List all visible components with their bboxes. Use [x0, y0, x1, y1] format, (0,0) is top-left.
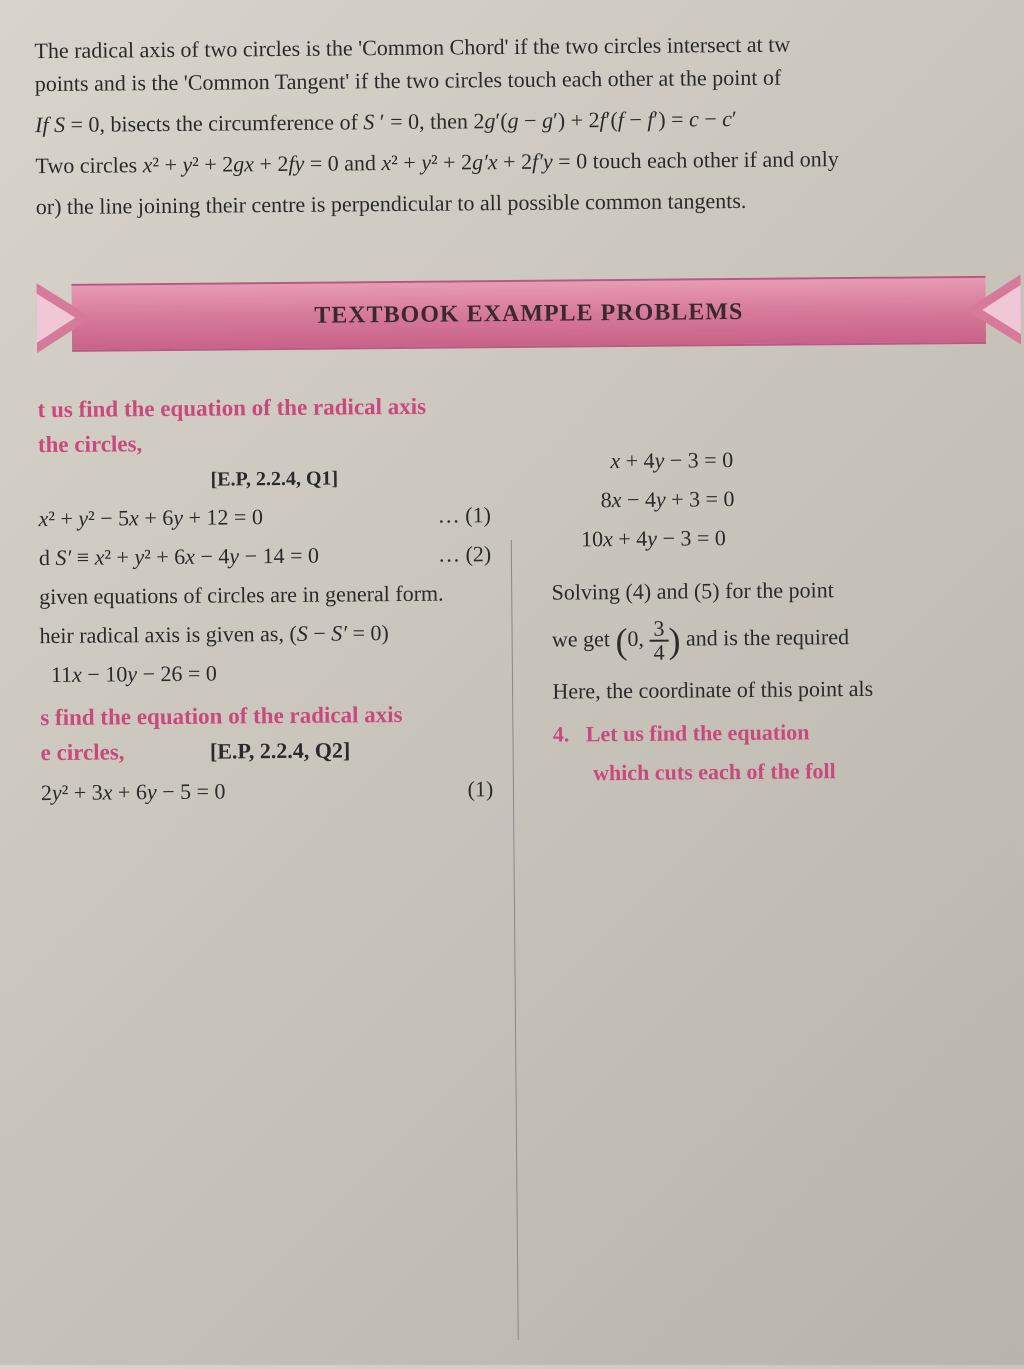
triangle-left-icon [36, 283, 92, 353]
q4-text-a: Let us find the equation [586, 719, 810, 746]
q4-number: 4. [553, 722, 570, 747]
problem-2-subheading: e circles, [40, 739, 124, 765]
triangle-right-icon [965, 275, 1021, 345]
problem-2-heading: s find the equation of the radical axis [40, 697, 513, 736]
here-coordinate: Here, the coordinate of this point als [552, 671, 1024, 708]
eq-1-number: … (1) [438, 498, 491, 531]
section-header-bar: TEXTBOOK EXAMPLE PROBLEMS [36, 275, 1021, 354]
question-4: 4. Let us find the equation [553, 714, 1024, 751]
para-radical-axis: heir radical axis is given as, (S − S′ =… [39, 615, 512, 652]
section-header-title: TEXTBOOK EXAMPLE PROBLEMS [72, 276, 987, 352]
equation-1: x² + y² − 5x + 6y + 12 = 0 … (1) [38, 498, 511, 535]
equation-3: 11x − 10y − 26 = 0 [40, 654, 513, 691]
intro-line-2: If S = 0, bisects the circumference of S… [35, 100, 1019, 142]
coordinate-result: we get (0, 34) and is the required [552, 611, 1024, 669]
para-general-form: given equations of circles are in genera… [39, 576, 512, 613]
eq-4-number: (1) [467, 772, 493, 805]
two-column-layout: t us find the equation of the radical ax… [37, 385, 1024, 816]
intro-line-3: Two circles x² + y² + 2gx + 2fy = 0 and … [35, 141, 1019, 183]
intro-line-4: or) the line joining their centre is per… [36, 182, 1020, 224]
reference-1: [E.P, 2.2.4, Q1] [38, 462, 511, 496]
right-eq-2: 8x − 4y + 3 = 0 [551, 480, 1023, 517]
equation-2: d S′ ≡ x² + y² + 6x − 4y − 14 = 0 … (2) [39, 537, 512, 574]
right-eq-1: x + 4y − 3 = 0 [550, 441, 1022, 478]
intro-paragraph: The radical axis of two circles is the '… [34, 26, 1019, 101]
q4-text-b: which cuts each of the foll [553, 753, 1024, 790]
eq-2-number: … (2) [438, 537, 491, 570]
left-column: t us find the equation of the radical ax… [37, 389, 513, 815]
equation-4: 2y² + 3x + 6y − 5 = 0 (1) [41, 772, 514, 809]
reference-2: [E.P, 2.2.4, Q2] [210, 737, 351, 763]
problem-1-subheading: the circles, [38, 424, 511, 463]
required-text: and is the required [686, 624, 849, 650]
problem-1-heading: t us find the equation of the radical ax… [37, 389, 510, 428]
solving-text: Solving (4) and (5) for the point [551, 572, 1023, 609]
we-get-text: we get [552, 626, 616, 652]
right-column: x + 4y − 3 = 0 8x − 4y + 3 = 0 10x + 4y … [550, 385, 1024, 811]
textbook-page: The radical axis of two circles is the '… [0, 0, 1024, 815]
right-eq-3: 10x + 4y − 3 = 0 [551, 519, 1023, 556]
